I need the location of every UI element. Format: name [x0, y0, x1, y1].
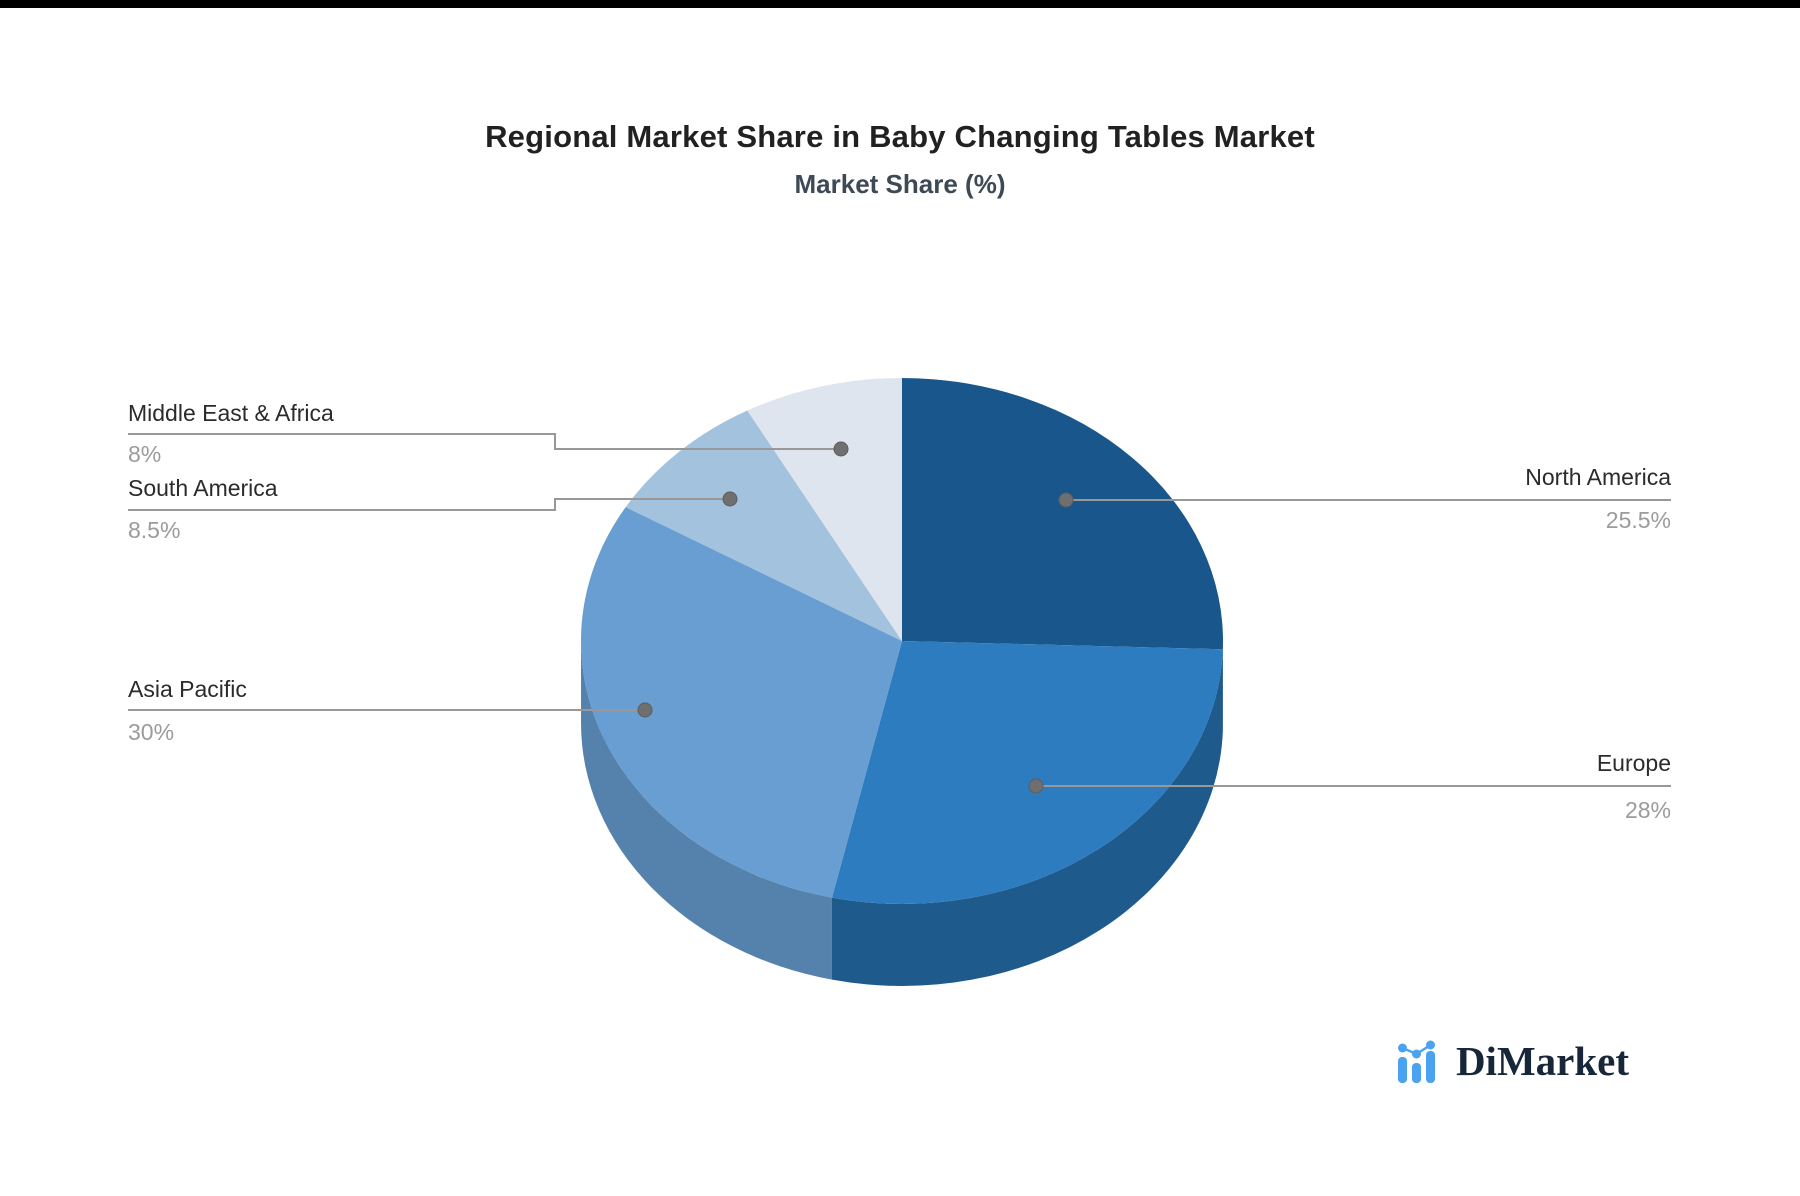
pie-slice-north-america[interactable]: [902, 378, 1223, 650]
value-middle-east-africa: 8%: [128, 441, 161, 468]
callout-line-middle-east-africa: [128, 433, 841, 450]
label-middle-east-africa-name: Middle East & Africa: [128, 400, 334, 426]
value-asia-pacific-pct: 30%: [128, 719, 175, 745]
top-black-bar: [0, 0, 1800, 8]
callout-dot-asia-pacific: [637, 702, 653, 718]
pie-slice-europe[interactable]: [831, 641, 1223, 905]
pie-slice-side-asia-pacific: [581, 641, 832, 980]
label-asia-pacific: Asia Pacific: [128, 676, 247, 703]
callout-dot-north-america: [1058, 492, 1074, 508]
value-europe: 28%: [1625, 797, 1671, 824]
label-europe-name: Europe: [1596, 750, 1671, 776]
value-asia-pacific: 30%: [128, 719, 174, 746]
label-north-america: North America: [1525, 464, 1671, 491]
chart-title: Regional Market Share in Baby Changing T…: [485, 119, 1315, 154]
mini-bar-line-chart-icon: [1397, 1040, 1435, 1083]
label-south-america: South America: [128, 475, 278, 502]
label-south-america-name: South America: [128, 475, 278, 501]
value-north-america-pct: 25.5%: [1605, 507, 1671, 533]
value-north-america: 25.5%: [1606, 507, 1671, 534]
chart-subtitle: Market Share (%): [794, 169, 1006, 199]
pie-slice-side-europe: [831, 649, 1223, 987]
label-middle-east-africa: Middle East & Africa: [128, 400, 334, 427]
label-europe: Europe: [1597, 750, 1671, 777]
pie-slice-south-america[interactable]: [625, 410, 902, 641]
callout-lines-group: [128, 433, 1671, 794]
callout-dot-europe: [1028, 778, 1044, 794]
value-south-america-pct: 8.5%: [128, 517, 181, 543]
callout-dot-south-america: [722, 491, 738, 507]
value-middle-east-africa-pct: 8%: [128, 441, 162, 467]
label-north-america-name: North America: [1525, 464, 1671, 490]
pie-slice-asia-pacific[interactable]: [580, 507, 902, 898]
pie-slice-middle-east-africa[interactable]: [747, 378, 902, 641]
callout-line-south-america: [128, 498, 730, 511]
brand-logo: DiMarket: [1397, 1037, 1629, 1085]
callout-dot-middle-east-africa: [833, 441, 849, 457]
brand-logo-text: DiMarket: [1455, 1038, 1629, 1084]
label-asia-pacific-name: Asia Pacific: [128, 676, 247, 702]
value-south-america: 8.5%: [128, 517, 180, 544]
pie-slices-group: [580, 378, 1223, 987]
value-europe-pct: 28%: [1624, 797, 1671, 823]
